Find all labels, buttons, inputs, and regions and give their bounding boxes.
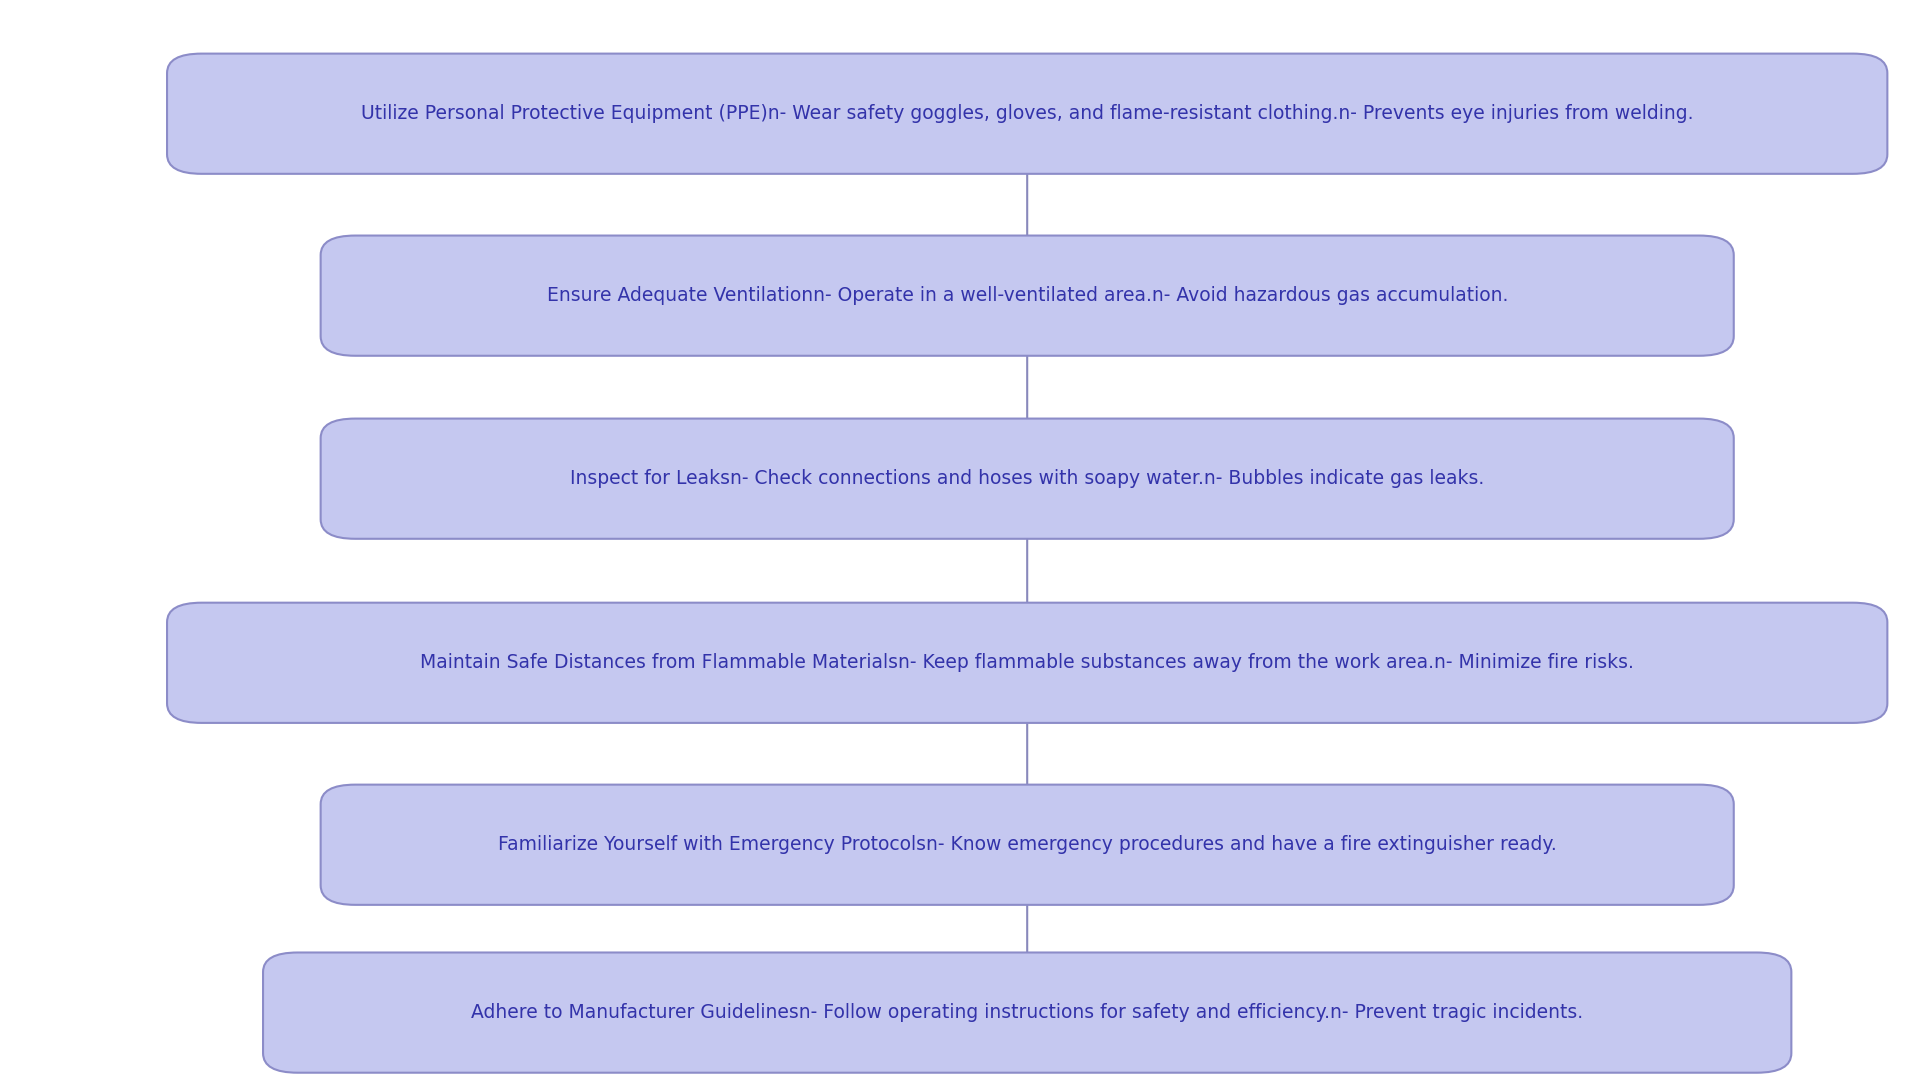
- FancyBboxPatch shape: [263, 953, 1791, 1072]
- FancyBboxPatch shape: [321, 784, 1734, 905]
- Text: Inspect for Leaksn- Check connections and hoses with soapy water.n- Bubbles indi: Inspect for Leaksn- Check connections an…: [570, 469, 1484, 488]
- Text: Adhere to Manufacturer Guidelinesn- Follow operating instructions for safety and: Adhere to Manufacturer Guidelinesn- Foll…: [470, 1003, 1584, 1022]
- Text: Utilize Personal Protective Equipment (PPE)n- Wear safety goggles, gloves, and f: Utilize Personal Protective Equipment (P…: [361, 104, 1693, 123]
- FancyBboxPatch shape: [167, 602, 1887, 723]
- Text: Ensure Adequate Ventilationn- Operate in a well-ventilated area.n- Avoid hazardo: Ensure Adequate Ventilationn- Operate in…: [547, 286, 1507, 305]
- FancyBboxPatch shape: [167, 54, 1887, 174]
- FancyBboxPatch shape: [321, 418, 1734, 538]
- Text: Maintain Safe Distances from Flammable Materialsn- Keep flammable substances awa: Maintain Safe Distances from Flammable M…: [420, 653, 1634, 673]
- Text: Familiarize Yourself with Emergency Protocolsn- Know emergency procedures and ha: Familiarize Yourself with Emergency Prot…: [497, 835, 1557, 854]
- FancyBboxPatch shape: [321, 236, 1734, 355]
